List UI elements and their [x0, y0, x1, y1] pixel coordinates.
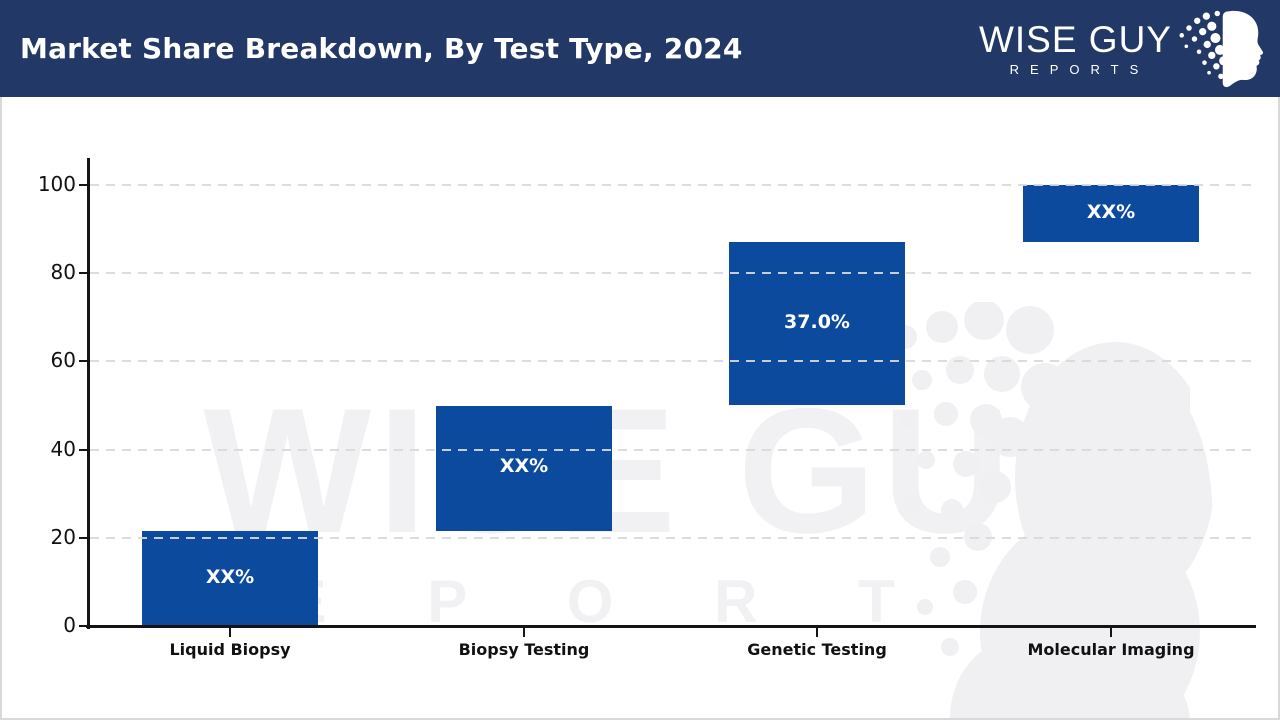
- gridline-40: [90, 448, 1253, 451]
- right-border: [1278, 97, 1280, 720]
- left-border: [0, 97, 2, 720]
- gridline-20: [90, 536, 1253, 539]
- x-tick-1: [229, 628, 231, 637]
- y-tick-0: [79, 625, 87, 627]
- gridline-80: [90, 272, 1253, 275]
- brand-logo-text: WISE GUY REPORTS: [978, 18, 1172, 78]
- y-tick-40: [79, 448, 87, 451]
- bar-label-4: XX%: [1086, 200, 1136, 223]
- bar-label-1: XX%: [205, 565, 255, 588]
- brand-face-icon: [1179, 10, 1264, 88]
- x-axis-line: [86, 625, 1256, 628]
- x-tick-label-3: Genetic Testing: [747, 640, 887, 659]
- x-tick-3: [816, 628, 818, 637]
- bar-segment-2: [436, 405, 612, 532]
- y-tick-20: [79, 536, 87, 539]
- x-tick-2: [523, 628, 525, 637]
- bar-segment-3: [729, 242, 905, 406]
- gridline-60: [90, 360, 1253, 363]
- x-tick-4: [1110, 628, 1112, 637]
- chart-area: WISE GU R E P O R T S: [0, 97, 1280, 720]
- x-tick-label-1: Liquid Biopsy: [169, 640, 291, 659]
- y-tick-label-60: 60: [50, 348, 76, 373]
- brand-logo: WISE GUY REPORTS: [979, 8, 1266, 90]
- y-axis-line: [87, 157, 90, 629]
- header-bar: Market Share Breakdown, By Test Type, 20…: [0, 0, 1280, 97]
- bottom-border: [0, 718, 1280, 720]
- y-tick-label-20: 20: [50, 524, 76, 549]
- gridline-100: [90, 184, 1253, 186]
- y-tick-label-0: 0: [63, 613, 76, 637]
- bar-segment-4: [1023, 185, 1199, 243]
- y-tick-60: [79, 360, 87, 363]
- y-tick-label-40: 40: [50, 436, 76, 461]
- brand-subtitle: REPORTS: [1009, 62, 1150, 78]
- bar-segment-1: [142, 531, 318, 626]
- x-tick-label-4: Molecular Imaging: [1027, 640, 1195, 659]
- y-tick-80: [79, 272, 87, 275]
- bar-label-3: 37.0%: [784, 310, 850, 333]
- y-tick-label-100: 100: [37, 172, 76, 196]
- y-tick-100: [79, 184, 87, 186]
- x-tick-label-2: Biopsy Testing: [458, 640, 590, 659]
- brand-name: WISE GUY: [978, 18, 1172, 60]
- page-title: Market Share Breakdown, By Test Type, 20…: [20, 32, 743, 65]
- y-tick-label-80: 80: [50, 260, 76, 285]
- bar-label-2: XX%: [499, 455, 549, 478]
